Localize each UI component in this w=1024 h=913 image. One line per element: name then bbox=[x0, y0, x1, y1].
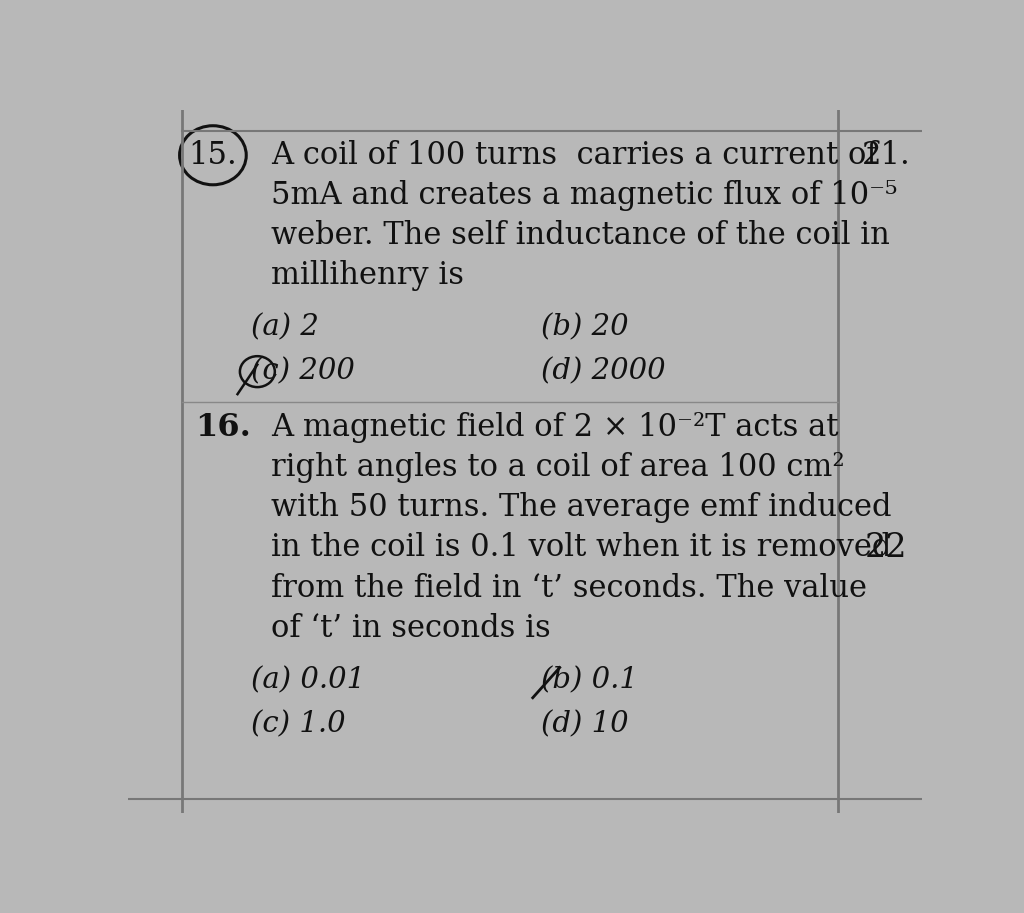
Text: 21.: 21. bbox=[861, 140, 910, 171]
Text: from the field in ‘t’ seconds. The value: from the field in ‘t’ seconds. The value bbox=[270, 572, 867, 603]
Text: (d) 10: (d) 10 bbox=[541, 710, 629, 739]
Text: (b) 0.1: (b) 0.1 bbox=[541, 666, 638, 694]
Text: (a) 0.01: (a) 0.01 bbox=[251, 666, 366, 694]
Text: (b) 20: (b) 20 bbox=[541, 313, 629, 341]
Text: millihenry is: millihenry is bbox=[270, 260, 464, 291]
Text: (d) 2000: (d) 2000 bbox=[541, 358, 666, 385]
Text: in the coil is 0.1 volt when it is removed: in the coil is 0.1 volt when it is remov… bbox=[270, 532, 891, 563]
Text: 22: 22 bbox=[864, 532, 907, 564]
Text: 15.: 15. bbox=[188, 140, 238, 171]
Text: 16.: 16. bbox=[196, 413, 251, 443]
Text: right angles to a coil of area 100 cm²: right angles to a coil of area 100 cm² bbox=[270, 452, 845, 483]
Text: (a) 2: (a) 2 bbox=[251, 313, 318, 341]
Text: 5mA and creates a magnetic flux of 10⁻⁵: 5mA and creates a magnetic flux of 10⁻⁵ bbox=[270, 180, 897, 211]
Text: A magnetic field of 2 × 10⁻²T acts at: A magnetic field of 2 × 10⁻²T acts at bbox=[270, 413, 839, 443]
Text: weber. The self inductance of the coil in: weber. The self inductance of the coil i… bbox=[270, 220, 890, 251]
Text: (c) 200: (c) 200 bbox=[251, 358, 355, 385]
Text: of ‘t’ in seconds is: of ‘t’ in seconds is bbox=[270, 613, 551, 644]
Text: (c) 1.0: (c) 1.0 bbox=[251, 710, 346, 739]
Text: A coil of 100 turns  carries a current of: A coil of 100 turns carries a current of bbox=[270, 140, 878, 171]
Text: with 50 turns. The average emf induced: with 50 turns. The average emf induced bbox=[270, 492, 891, 523]
